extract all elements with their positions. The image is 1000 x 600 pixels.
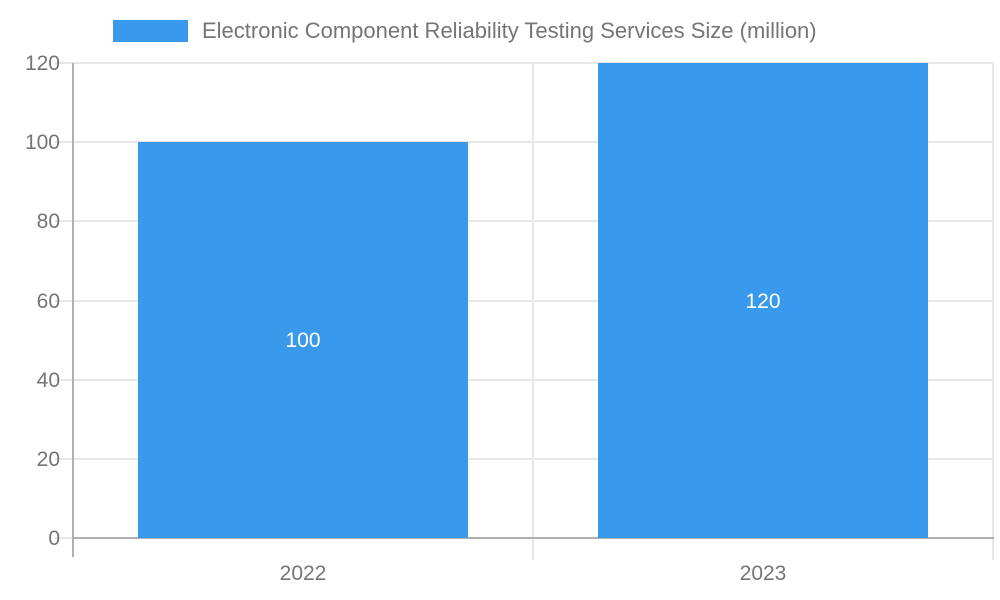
bar-2022[interactable] — [138, 142, 468, 538]
gridline-y-60 — [55, 300, 993, 302]
gridline-x-0 — [532, 63, 534, 560]
y-tick-label-100: 100 — [24, 131, 60, 154]
x-tick-label-2022: 2022 — [279, 562, 327, 585]
y-tick-label-40: 40 — [36, 369, 60, 392]
legend[interactable]: Electronic Component Reliability Testing… — [113, 20, 817, 42]
gridline-y-120 — [55, 62, 993, 64]
gridline-x-1 — [992, 63, 994, 560]
gridline-y-20 — [55, 458, 993, 460]
x-axis-line — [72, 537, 994, 539]
bar-2023[interactable] — [598, 63, 928, 538]
bar-value-label-2022: 100 — [285, 329, 321, 352]
gridline-y-100 — [55, 141, 993, 143]
y-tick-label-120: 120 — [24, 52, 60, 75]
y-axis-line — [72, 63, 74, 557]
y-tick-label-60: 60 — [36, 290, 60, 313]
gridline-y-40 — [55, 379, 993, 381]
bar-value-label-2023: 120 — [745, 290, 781, 313]
legend-swatch — [113, 20, 188, 42]
y-tick-label-0: 0 — [48, 527, 60, 550]
x-tick-label-2023: 2023 — [739, 562, 787, 585]
y-tick-label-80: 80 — [36, 210, 60, 233]
y-tick-label-20: 20 — [36, 448, 60, 471]
legend-label: Electronic Component Reliability Testing… — [202, 18, 817, 43]
gridline-y-80 — [55, 220, 993, 222]
